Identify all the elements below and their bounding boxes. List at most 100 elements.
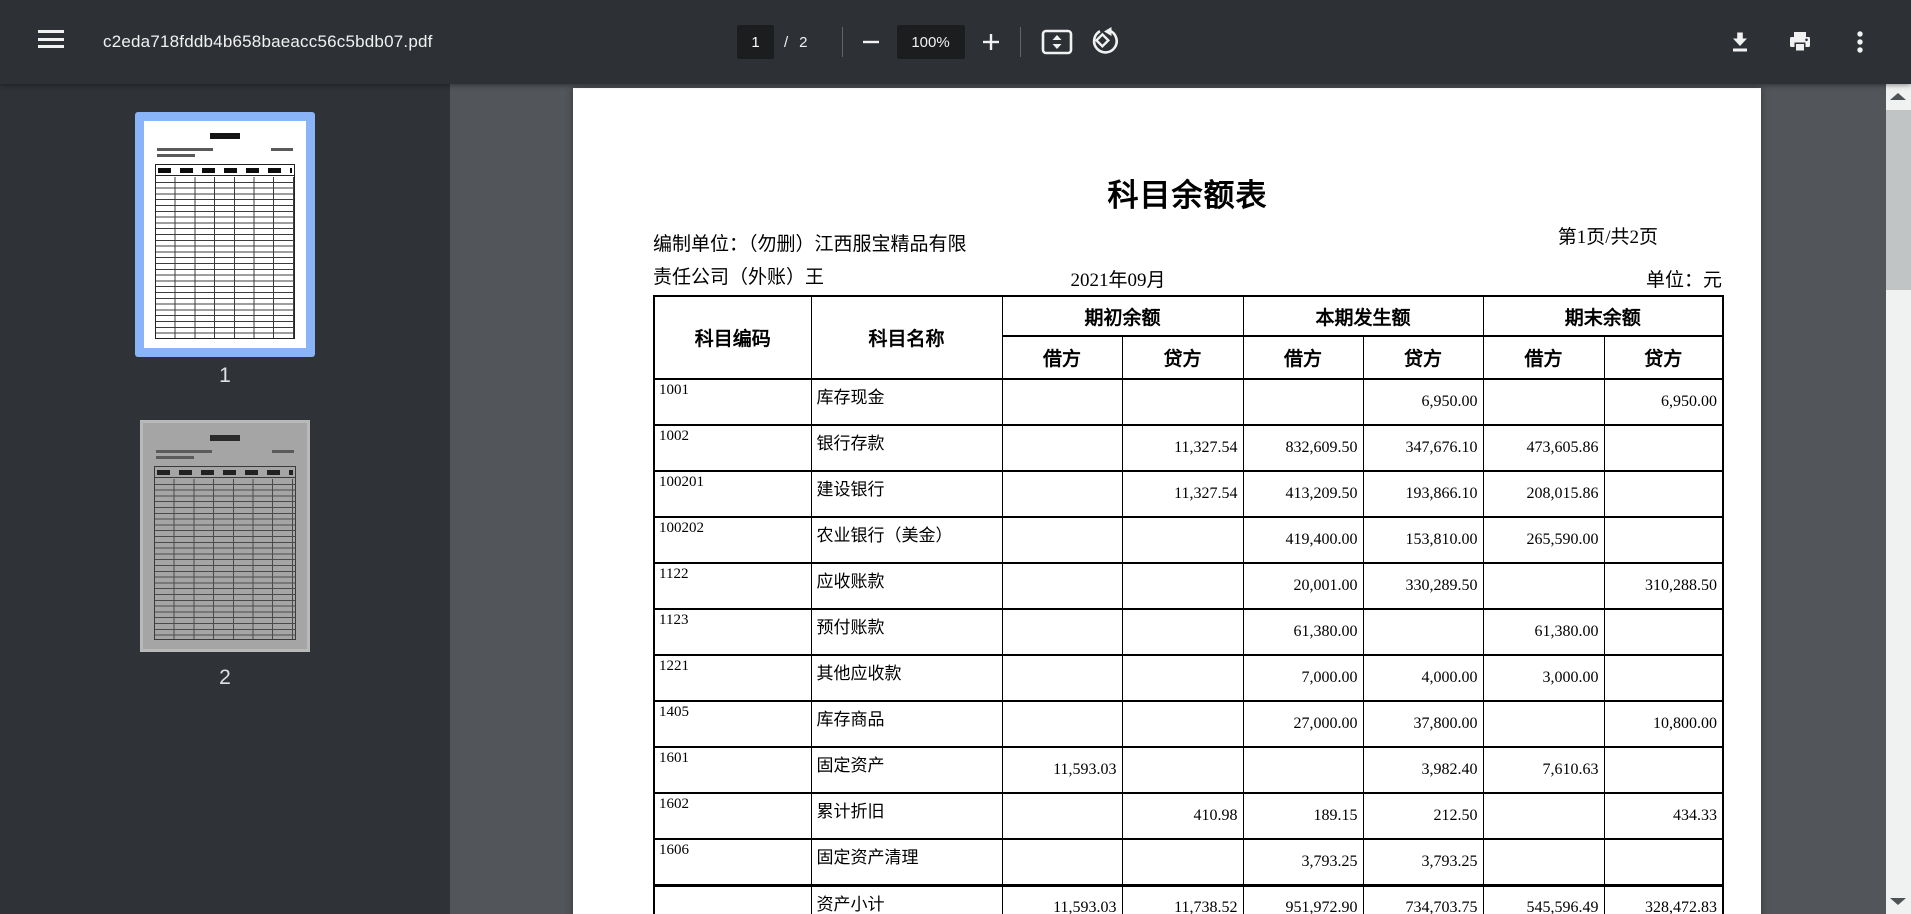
cell-value: 545,596.49 xyxy=(1482,883,1605,914)
table-row: 1221 其他应收款 7,000.00 4,000.00 3,000.00 xyxy=(653,654,1724,702)
cell-value xyxy=(1603,654,1724,702)
cell-value: 310,288.50 xyxy=(1603,562,1724,610)
cell-value xyxy=(1482,792,1605,840)
scroll-up-icon[interactable] xyxy=(1890,93,1906,100)
report-title: 科目余额表 xyxy=(1107,178,1268,213)
cell-value: 153,810.00 xyxy=(1362,516,1484,564)
cell-value xyxy=(1603,470,1724,518)
download-icon[interactable] xyxy=(1727,29,1753,55)
print-icon[interactable] xyxy=(1787,29,1813,55)
col-header-opening: 期初余额 xyxy=(1001,295,1244,337)
table-row: 1123 预付账款 61,380.00 61,380.00 xyxy=(653,608,1724,656)
page-number-input[interactable] xyxy=(737,25,774,59)
zoom-level[interactable]: 100% xyxy=(896,25,965,59)
cell-value xyxy=(1603,838,1724,886)
cell-value xyxy=(1121,700,1244,748)
cell-value xyxy=(1482,562,1605,610)
table-row: 100202 农业银行（美金） 419,400.00 153,810.00 26… xyxy=(653,516,1724,564)
report-period: 2021年09月 xyxy=(1070,270,1166,291)
cell-value: 10,800.00 xyxy=(1603,700,1724,748)
cell-value xyxy=(1121,608,1244,656)
cell-value: 11,738.52 xyxy=(1121,883,1244,914)
zoom-out-icon[interactable] xyxy=(858,29,884,55)
cell-value: 330,289.50 xyxy=(1362,562,1484,610)
cell-value: 734,703.75 xyxy=(1362,883,1484,914)
col-header-credit: 贷方 xyxy=(1121,335,1244,380)
col-header-credit: 贷方 xyxy=(1603,335,1724,380)
report-unit: 单位：元 xyxy=(1645,270,1722,291)
table-row: 1601 固定资产 11,593.03 3,982.40 7,610.63 xyxy=(653,746,1724,794)
cell-value xyxy=(1482,838,1605,886)
cell-value: 27,000.00 xyxy=(1242,700,1364,748)
cell-value: 3,982.40 xyxy=(1362,746,1484,794)
zoom-in-icon[interactable] xyxy=(978,29,1004,55)
cell-value: 6,950.00 xyxy=(1362,378,1484,426)
cell-value: 61,380.00 xyxy=(1482,608,1605,656)
scrollbar-thumb[interactable] xyxy=(1886,110,1911,290)
cell-account-code: 1602 xyxy=(653,792,812,840)
cell-account-code: 100202 xyxy=(653,516,812,564)
cell-value: 328,472.83 xyxy=(1603,883,1724,914)
table-row: 1602 累计折旧 410.98 189.15 212.50 434.33 xyxy=(653,792,1724,840)
cell-value xyxy=(1121,562,1244,610)
col-header-name: 科目名称 xyxy=(810,295,1003,380)
cell-value: 3,000.00 xyxy=(1482,654,1605,702)
vertical-scrollbar[interactable] xyxy=(1886,84,1911,914)
cell-value: 413,209.50 xyxy=(1242,470,1364,518)
cell-account-name: 累计折旧 xyxy=(810,792,1003,840)
pdf-viewport[interactable]: 科目余额表 编制单位：（勿删）江西服宝精品有限 责任公司（外账）王 2021年0… xyxy=(450,84,1886,914)
table-row: 1606 固定资产清理 3,793.25 3,793.25 xyxy=(653,838,1724,886)
cell-account-name: 库存商品 xyxy=(810,700,1003,748)
table-row: 1405 库存商品 27,000.00 37,800.00 10,800.00 xyxy=(653,700,1724,748)
cell-value xyxy=(1242,378,1364,426)
cell-value xyxy=(1603,746,1724,794)
thumbnail-label-2: 2 xyxy=(219,666,231,689)
table-row: 100201 建设银行 11,327.54 413,209.50 193,866… xyxy=(653,470,1724,518)
cell-account-code: 1405 xyxy=(653,700,812,748)
thumbnail-page-2[interactable] xyxy=(140,420,310,652)
cell-value xyxy=(1121,746,1244,794)
cell-account-code: 1001 xyxy=(653,378,812,426)
report-page-info: 第1页/共2页 xyxy=(1557,227,1658,248)
cell-value: 11,593.03 xyxy=(1001,883,1123,914)
cell-account-name: 应收账款 xyxy=(810,562,1003,610)
cell-value: 473,605.86 xyxy=(1482,424,1605,472)
rotate-ccw-icon[interactable] xyxy=(1089,27,1121,57)
cell-account-code: 1601 xyxy=(653,746,812,794)
cell-value: 7,610.63 xyxy=(1482,746,1605,794)
cell-account-name: 资产小计 xyxy=(810,883,1003,914)
cell-value: 4,000.00 xyxy=(1362,654,1484,702)
col-header-ending: 期末余额 xyxy=(1482,295,1724,337)
cell-value: 11,327.54 xyxy=(1121,470,1244,518)
document-filename: c2eda718fddb4b658baeacc56c5bdb07.pdf xyxy=(103,32,433,51)
cell-value: 832,609.50 xyxy=(1242,424,1364,472)
cell-account-name: 农业银行（美金） xyxy=(810,516,1003,564)
thumbnail-page-1[interactable] xyxy=(135,112,315,357)
cell-value: 212.50 xyxy=(1362,792,1484,840)
cell-value xyxy=(1603,516,1724,564)
cell-value xyxy=(1482,700,1605,748)
cell-account-name: 固定资产清理 xyxy=(810,838,1003,886)
cell-account-name: 银行存款 xyxy=(810,424,1003,472)
scroll-down-icon[interactable] xyxy=(1890,898,1906,905)
cell-account-name: 固定资产 xyxy=(810,746,1003,794)
col-header-code: 科目编码 xyxy=(653,295,812,380)
cell-value: 6,950.00 xyxy=(1603,378,1724,426)
more-vert-icon[interactable] xyxy=(1847,29,1873,55)
thumbnail-panel: 1 2 xyxy=(0,84,450,914)
table-body: 1001 库存现金 6,950.00 6,950.00 1002 银行存款 11… xyxy=(653,378,1724,914)
cell-value: 434.33 xyxy=(1603,792,1724,840)
cell-value xyxy=(1362,608,1484,656)
cell-account-code: 1606 xyxy=(653,838,812,886)
cell-value: 37,800.00 xyxy=(1362,700,1484,748)
col-header-debit: 借方 xyxy=(1482,335,1605,380)
balance-table: 科目编码 科目名称 期初余额 本期发生额 期末余额 借方 贷方 借方 贷方 借方… xyxy=(653,295,1725,914)
cell-value xyxy=(1001,562,1123,610)
cell-value: 951,972.90 xyxy=(1242,883,1364,914)
menu-icon[interactable] xyxy=(38,30,66,54)
cell-value: 11,327.54 xyxy=(1121,424,1244,472)
cell-value: 410.98 xyxy=(1121,792,1244,840)
fit-page-icon[interactable] xyxy=(1040,27,1074,57)
cell-value xyxy=(1001,654,1123,702)
page-separator: / xyxy=(784,33,789,51)
